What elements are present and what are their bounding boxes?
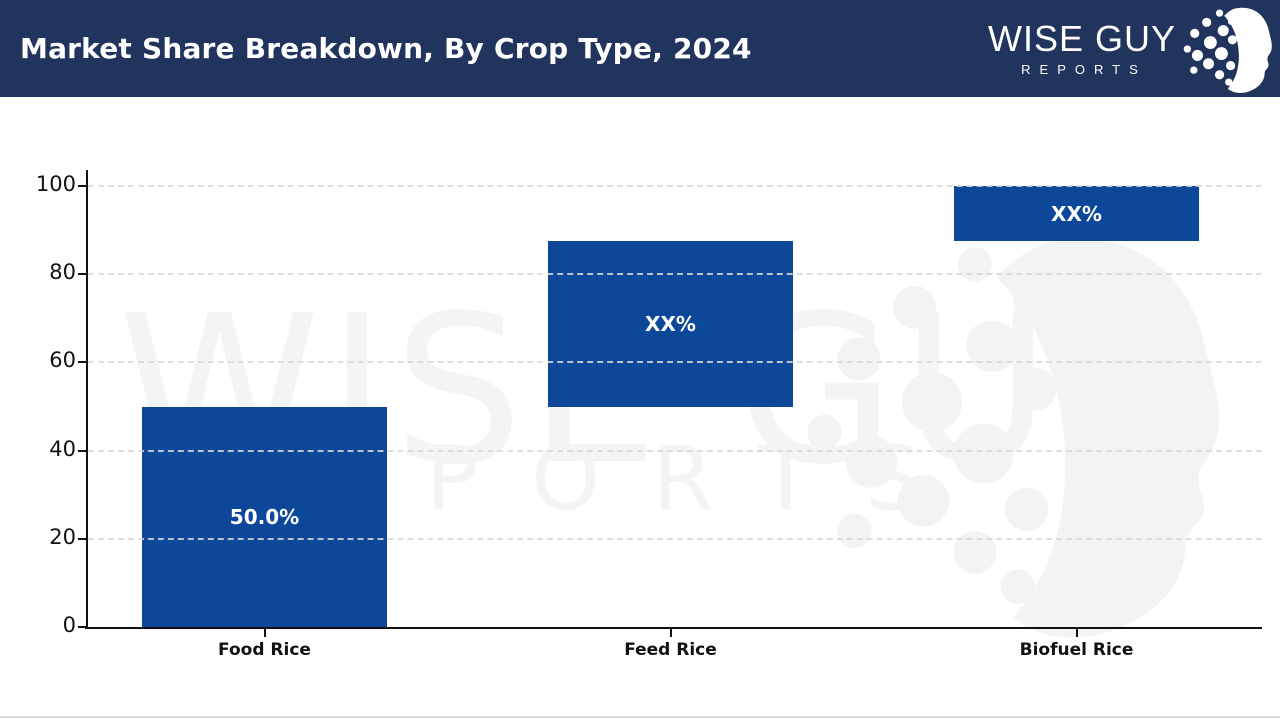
gridline-80 (88, 273, 1262, 276)
y-tick-label-20: 20 (49, 524, 76, 549)
y-tick-label-60: 60 (49, 348, 76, 373)
y-tick-mark-40 (78, 449, 86, 452)
logo-reports-text: REPORTS (1021, 62, 1147, 77)
gridline-100 (88, 185, 1262, 187)
x-tick-mark-2 (1075, 629, 1078, 637)
x-axis-line (85, 627, 1262, 629)
header-bar: Market Share Breakdown, By Crop Type, 20… (0, 0, 1280, 97)
y-tick-mark-80 (78, 273, 86, 276)
bar-value-label-biofuel-rice: XX% (1051, 201, 1102, 226)
logo-head-icon (1183, 7, 1272, 93)
bar-biofuel-rice: XX% (954, 186, 1199, 242)
page-title: Market Share Breakdown, By Crop Type, 20… (20, 32, 752, 65)
y-tick-label-0: 0 (62, 613, 76, 637)
y-tick-mark-60 (78, 361, 86, 364)
gridline-20 (88, 537, 1262, 540)
bar-food-rice: 50.0% (142, 406, 387, 627)
y-tick-label-40: 40 (49, 436, 76, 461)
y-tick-mark-100 (78, 185, 86, 187)
bar-value-label-feed-rice: XX% (645, 311, 696, 336)
chart-area: WISE GUY REPORTS 50.0% XX% XX% Food Rice… (0, 97, 1280, 720)
y-tick-label-80: 80 (49, 260, 76, 285)
x-tick-mark-0 (263, 629, 266, 637)
bar-value-label-food-rice: 50.0% (229, 504, 300, 529)
gridline-40 (88, 449, 1262, 452)
bottom-border (0, 716, 1280, 718)
x-tick-label-biofuel-rice: Biofuel Rice (1019, 640, 1134, 660)
bar-feed-rice: XX% (548, 241, 793, 407)
y-axis-line (86, 170, 88, 629)
x-tick-label-food-rice: Food Rice (218, 640, 311, 660)
plot-area: 50.0% XX% XX% Food Rice Feed Rice Biofue… (0, 97, 1280, 720)
wiseguy-logo: WISE GUY REPORTS (988, 3, 1272, 95)
x-tick-label-feed-rice: Feed Rice (624, 640, 717, 660)
y-tick-mark-0 (78, 626, 86, 628)
y-tick-label-100: 100 (35, 172, 76, 196)
logo-wiseguy-text: WISE GUY (987, 18, 1176, 59)
y-tick-mark-20 (78, 537, 86, 540)
gridline-60 (88, 361, 1262, 364)
logo-text: WISE GUY REPORTS (987, 18, 1176, 77)
x-tick-mark-1 (669, 629, 672, 637)
